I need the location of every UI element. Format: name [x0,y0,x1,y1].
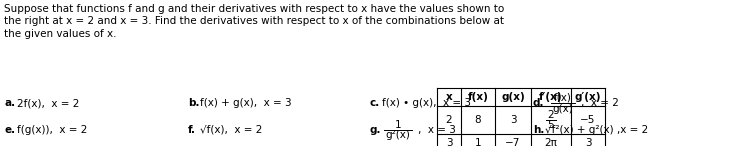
Text: 1: 1 [474,138,481,146]
Text: a.: a. [5,98,16,108]
Text: g(x): g(x) [553,104,573,113]
Text: 8: 8 [474,115,481,125]
Text: the right at x = 2 and x = 3. Find the derivatives with respect to x of the comb: the right at x = 2 and x = 3. Find the d… [4,16,504,27]
Text: 3: 3 [584,138,591,146]
Text: f(x) • g(x),  x = 3: f(x) • g(x), x = 3 [382,98,471,108]
Text: 1: 1 [395,119,401,130]
Text: f(x) + g(x),  x = 3: f(x) + g(x), x = 3 [200,98,291,108]
Text: √f(x),  x = 2: √f(x), x = 2 [200,125,262,135]
Text: −7: −7 [505,138,520,146]
Text: 3: 3 [446,138,453,146]
Text: 2π: 2π [544,138,557,146]
Text: b.: b. [188,98,200,108]
Text: f.: f. [188,125,196,135]
Text: Suppose that functions f and g and their derivatives with respect to x have the : Suppose that functions f and g and their… [4,4,505,14]
Text: h.: h. [533,125,544,135]
Text: f′(x): f′(x) [539,92,562,102]
Text: ,  x = 3: , x = 3 [418,125,456,135]
Text: g(x): g(x) [501,92,525,102]
Text: x: x [446,92,453,102]
Text: 2: 2 [446,115,453,125]
Text: ,  x = 2: , x = 2 [581,98,619,108]
Text: −5: −5 [581,115,596,125]
Text: √f²(x) + g²(x) ,x = 2: √f²(x) + g²(x) ,x = 2 [545,125,648,135]
Text: the given values of x.: the given values of x. [4,29,117,39]
Text: 5: 5 [547,120,554,130]
Text: e.: e. [5,125,16,135]
Text: g.: g. [370,125,382,135]
Text: c.: c. [370,98,380,108]
Text: 3: 3 [510,115,517,125]
Text: 2: 2 [547,110,554,119]
Text: g²(x): g²(x) [386,131,410,140]
Text: d.: d. [533,98,544,108]
Text: f(x): f(x) [468,92,489,102]
Text: f(g(x)),  x = 2: f(g(x)), x = 2 [17,125,87,135]
Text: g′(x): g′(x) [575,92,601,102]
Text: f(x): f(x) [554,93,572,102]
Text: 2f(x),  x = 2: 2f(x), x = 2 [17,98,79,108]
